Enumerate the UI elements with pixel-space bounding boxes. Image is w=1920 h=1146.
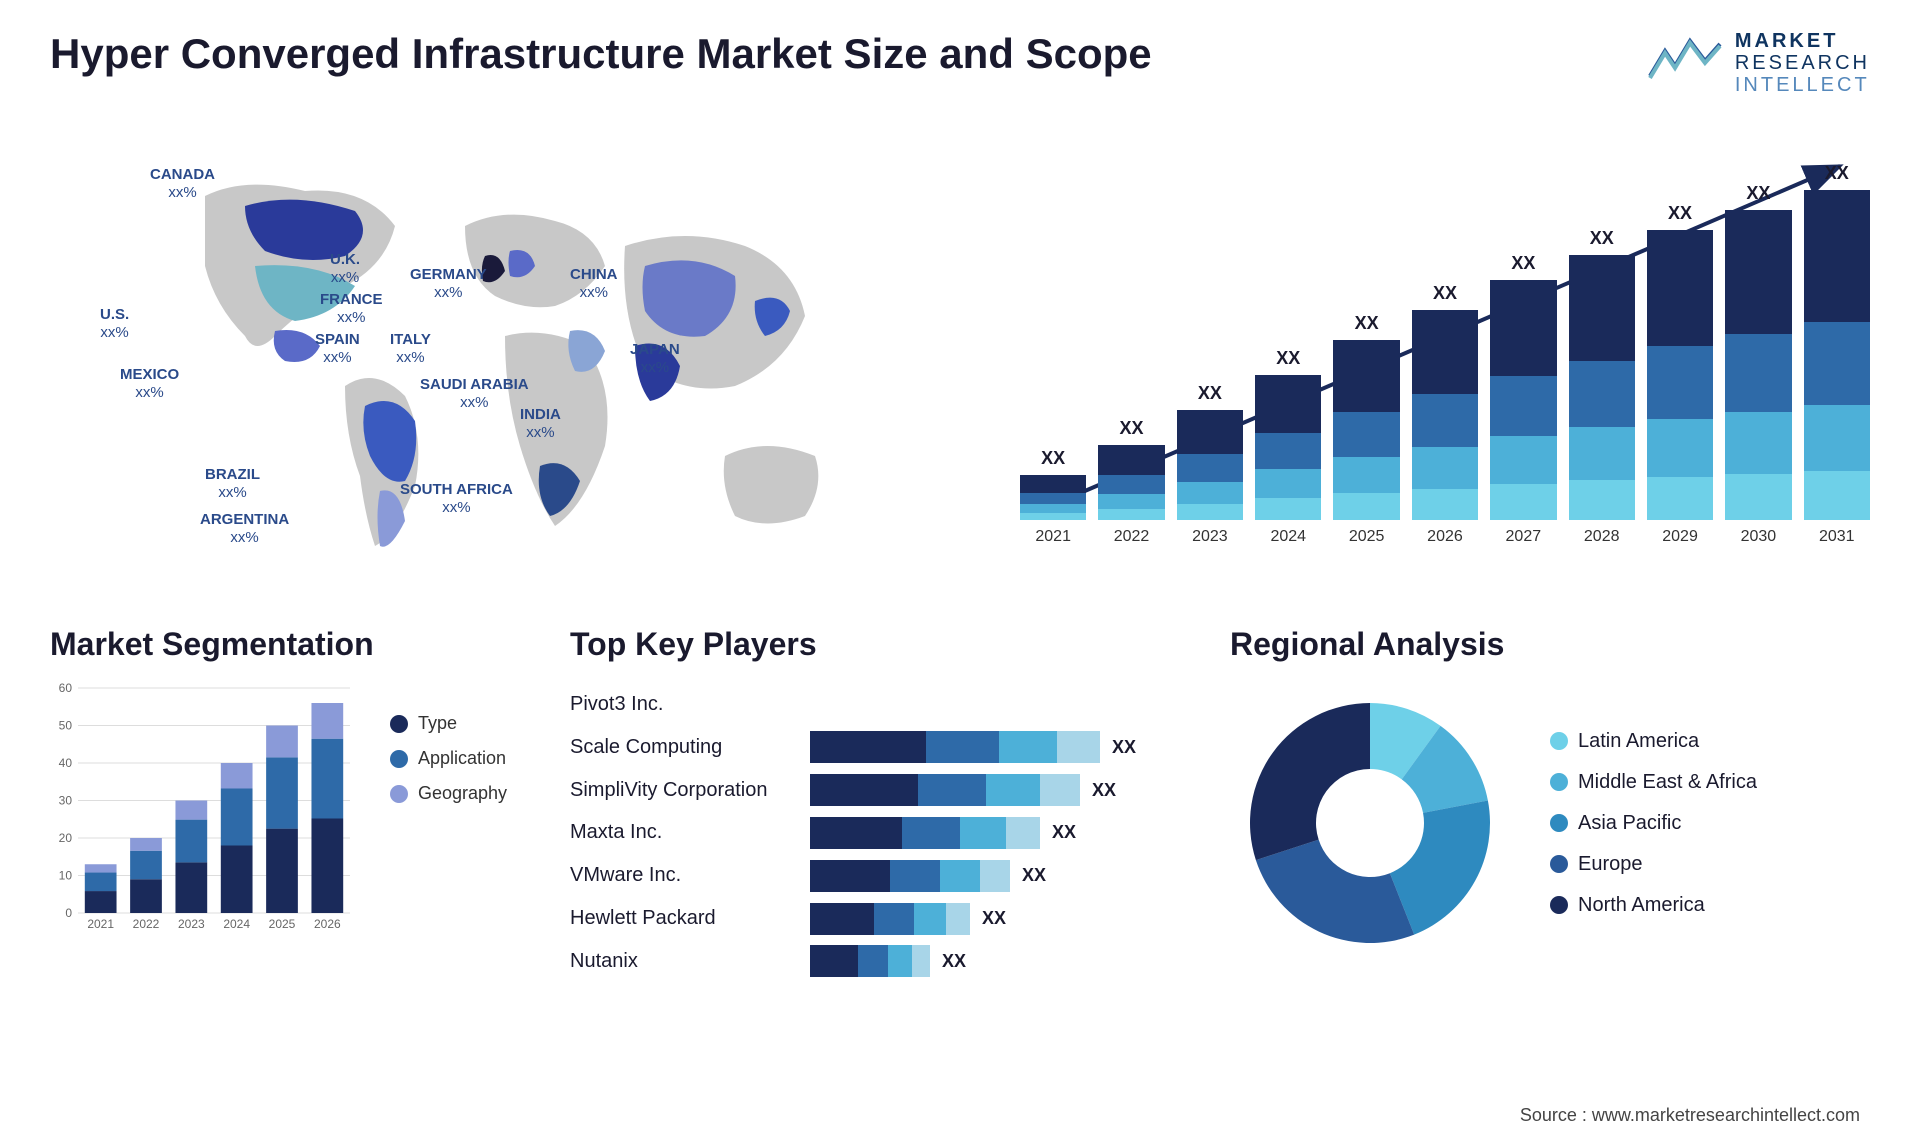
- growth-bar: XX2028: [1569, 228, 1635, 546]
- segmentation-chart: 0 10 20 30 40 50 60 2021 2022 2023 2024 2025 2026: [50, 683, 370, 963]
- legend-item: Geography: [390, 783, 507, 804]
- svg-text:30: 30: [59, 794, 73, 808]
- players-panel: Top Key Players Pivot3 Inc. Scale Computi…: [570, 626, 1190, 983]
- map-label: SPAINxx%: [315, 331, 360, 367]
- players-title: Top Key Players: [570, 626, 1190, 663]
- source-text: Source : www.marketresearchintellect.com: [1520, 1105, 1860, 1126]
- player-name: Scale Computing: [570, 736, 800, 759]
- map-label: GERMANYxx%: [410, 266, 487, 302]
- region-legend-item: Europe: [1550, 853, 1757, 876]
- legend-item: Application: [390, 748, 507, 769]
- map-label: ARGENTINAxx%: [200, 511, 289, 547]
- growth-bar: XX2023: [1177, 383, 1243, 546]
- player-bar: XX: [810, 817, 1190, 849]
- svg-text:20: 20: [59, 831, 73, 845]
- page-title: Hyper Converged Infrastructure Market Si…: [50, 30, 1152, 78]
- svg-text:2025: 2025: [269, 917, 296, 931]
- player-bar: [810, 688, 1190, 720]
- player-bar: XX: [810, 903, 1190, 935]
- world-map-panel: CANADAxx% U.S.xx% MEXICOxx% BRAZILxx% ARGENT…: [50, 136, 980, 576]
- map-label: U.S.xx%: [100, 306, 129, 342]
- growth-bar: XX2021: [1020, 448, 1086, 546]
- player-name: Maxta Inc.: [570, 821, 800, 844]
- growth-bar: XX2029: [1647, 203, 1713, 546]
- growth-bar: XX2024: [1255, 348, 1321, 546]
- logo-text: MARKET RESEARCH INTELLECT: [1735, 30, 1870, 96]
- map-label: SOUTH AFRICAxx%: [400, 481, 513, 517]
- map-label: U.K.xx%: [330, 251, 360, 287]
- player-bar: XX: [810, 945, 1190, 977]
- region-title: Regional Analysis: [1230, 626, 1870, 663]
- player-bar: XX: [810, 731, 1190, 763]
- map-label: INDIAxx%: [520, 406, 561, 442]
- region-legend-item: Middle East & Africa: [1550, 771, 1757, 794]
- map-label: FRANCExx%: [320, 291, 383, 327]
- growth-bar: XX2025: [1333, 313, 1399, 546]
- segmentation-panel: Market Segmentation 0 10 20 30 40 50 60 2021 202…: [50, 626, 530, 983]
- header: Hyper Converged Infrastructure Market Si…: [50, 30, 1870, 96]
- region-legend-item: Asia Pacific: [1550, 812, 1757, 835]
- growth-bar: XX2027: [1490, 253, 1556, 546]
- player-name: SimpliVity Corporation: [570, 779, 800, 802]
- player-name: Hewlett Packard: [570, 907, 800, 930]
- svg-text:2026: 2026: [314, 917, 341, 931]
- map-label: MEXICOxx%: [120, 366, 179, 402]
- svg-text:2024: 2024: [223, 917, 250, 931]
- segmentation-legend: Type Application Geography: [390, 683, 507, 963]
- svg-text:40: 40: [59, 756, 73, 770]
- player-name: Nutanix: [570, 950, 800, 973]
- player-bar: XX: [810, 774, 1190, 806]
- map-label: ITALYxx%: [390, 331, 431, 367]
- logo: MARKET RESEARCH INTELLECT: [1645, 30, 1870, 96]
- players-labels: Pivot3 Inc. Scale Computing SimpliVity Cor…: [570, 683, 800, 983]
- region-legend-item: North America: [1550, 894, 1757, 917]
- region-donut: [1230, 683, 1510, 963]
- svg-text:2021: 2021: [87, 917, 114, 931]
- segmentation-title: Market Segmentation: [50, 626, 530, 663]
- svg-text:0: 0: [65, 906, 72, 920]
- map-label: SAUDI ARABIAxx%: [420, 376, 529, 412]
- region-legend-item: Latin America: [1550, 730, 1757, 753]
- svg-text:60: 60: [59, 683, 73, 695]
- legend-item: Type: [390, 713, 507, 734]
- world-map: [50, 136, 980, 576]
- growth-bar: XX2022: [1098, 418, 1164, 546]
- map-label: CANADAxx%: [150, 166, 215, 202]
- growth-bar: XX2030: [1725, 183, 1791, 546]
- svg-text:50: 50: [59, 719, 73, 733]
- player-bar: XX: [810, 860, 1190, 892]
- growth-bar: XX2026: [1412, 283, 1478, 546]
- growth-chart: XX2021XX2022XX2023XX2024XX2025XX2026XX20…: [1020, 136, 1870, 576]
- svg-text:2023: 2023: [178, 917, 205, 931]
- map-label: CHINAxx%: [570, 266, 618, 302]
- region-legend: Latin America Middle East & Africa Asia Pa…: [1550, 730, 1757, 917]
- map-label: BRAZILxx%: [205, 466, 260, 502]
- players-bars: XX XX XX XX XX XX: [810, 683, 1190, 983]
- player-name: Pivot3 Inc.: [570, 693, 800, 716]
- svg-text:2022: 2022: [133, 917, 160, 931]
- player-name: VMware Inc.: [570, 864, 800, 887]
- logo-icon: [1645, 36, 1725, 91]
- region-panel: Regional Analysis Latin America Middle Ea…: [1230, 626, 1870, 983]
- map-label: JAPANxx%: [630, 341, 680, 377]
- growth-bar: XX2031: [1804, 163, 1870, 546]
- svg-text:10: 10: [59, 869, 73, 883]
